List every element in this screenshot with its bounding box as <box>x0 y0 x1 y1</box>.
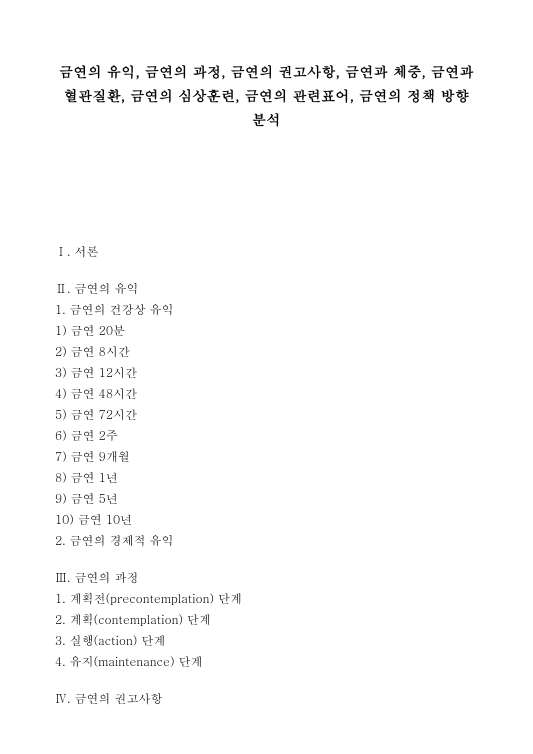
title-line-1: 금연의 유익, 금연의 과정, 금연의 권고사항, 금연과 체중, 금연과 <box>55 60 478 84</box>
list-item: 10) 금연 10년 <box>55 509 478 530</box>
list-item: 4. 유지(maintenance) 단계 <box>55 651 478 672</box>
section-2-sub1: 1. 금연의 건강상 유익 <box>55 299 478 320</box>
list-item: 3. 실행(action) 단계 <box>55 630 478 651</box>
list-item: 9) 금연 5년 <box>55 488 478 509</box>
list-item: 4) 금연 48시간 <box>55 383 478 404</box>
table-of-contents: Ⅰ. 서론 Ⅱ. 금연의 유익 1. 금연의 건강상 유익 1) 금연 20분 … <box>55 241 478 709</box>
section-4-header: Ⅳ. 금연의 권고사항 <box>55 688 478 709</box>
list-item: 1) 금연 20분 <box>55 320 478 341</box>
list-item: 2. 계획(contemplation) 단계 <box>55 609 478 630</box>
document-title: 금연의 유익, 금연의 과정, 금연의 권고사항, 금연과 체중, 금연과 혈관… <box>55 60 478 131</box>
list-item: 6) 금연 2주 <box>55 425 478 446</box>
list-item: 8) 금연 1년 <box>55 467 478 488</box>
list-item: 7) 금연 9개월 <box>55 446 478 467</box>
section-2-header: Ⅱ. 금연의 유익 <box>55 278 478 299</box>
section-1-header: Ⅰ. 서론 <box>55 241 478 262</box>
section-2-sub2: 2. 금연의 경제적 유익 <box>55 530 478 551</box>
list-item: 3) 금연 12시간 <box>55 362 478 383</box>
list-item: 5) 금연 72시간 <box>55 404 478 425</box>
title-line-2: 혈관질환, 금연의 심상훈련, 금연의 관련표어, 금연의 정책 방향 <box>55 84 478 108</box>
section-3-header: Ⅲ. 금연의 과정 <box>55 567 478 588</box>
list-item: 1. 계획전(precontemplation) 단계 <box>55 588 478 609</box>
list-item: 2) 금연 8시간 <box>55 341 478 362</box>
title-line-3: 분석 <box>55 108 478 132</box>
